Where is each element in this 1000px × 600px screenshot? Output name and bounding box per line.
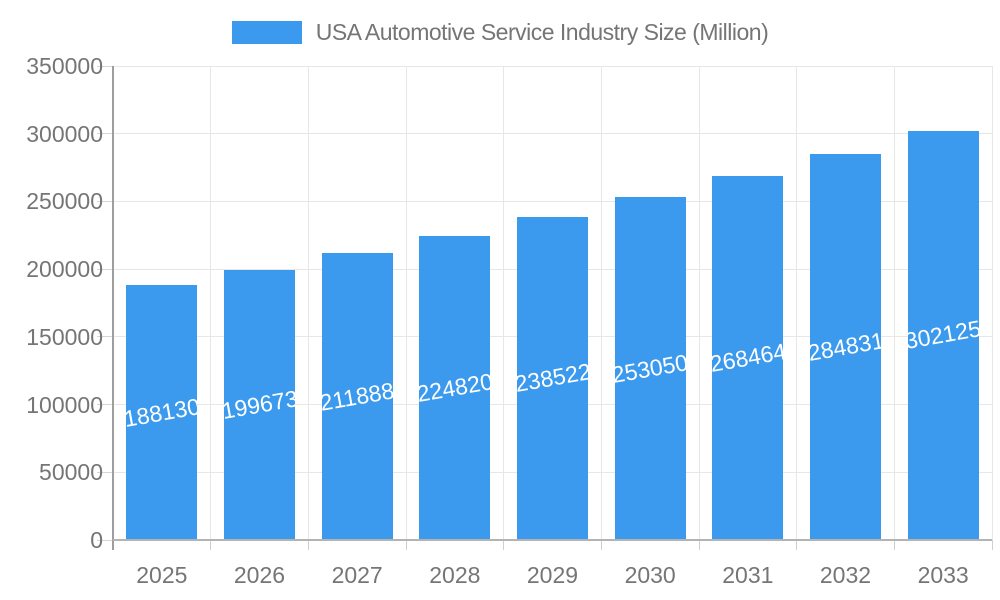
y-gridline xyxy=(113,133,992,135)
y-axis-label: 150000 xyxy=(26,323,103,350)
bar-2031[interactable]: 268464 xyxy=(712,176,784,540)
bar-2032[interactable]: 284831 xyxy=(810,154,881,540)
x-axis-label: 2027 xyxy=(331,562,383,588)
x-gridline xyxy=(698,66,700,540)
y-axis-line xyxy=(112,66,114,550)
bar-value-label: 253050 xyxy=(614,348,686,388)
bar-value-label: 302125 xyxy=(907,315,979,355)
y-axis-tick xyxy=(97,471,113,473)
bar-value-label: 284831 xyxy=(810,327,881,367)
x-axis-label: 2033 xyxy=(917,562,969,588)
x-axis-tick xyxy=(991,540,993,550)
x-gridline xyxy=(503,66,505,540)
y-axis-label: 250000 xyxy=(26,188,103,215)
y-axis-label: 200000 xyxy=(26,256,103,283)
bar-value-label: 268464 xyxy=(712,338,784,378)
x-gridline xyxy=(307,66,309,540)
chart-legend[interactable]: USA Automotive Service Industry Size (Mi… xyxy=(0,19,1000,46)
y-axis-tick xyxy=(97,133,113,135)
x-axis-label: 2031 xyxy=(722,562,774,588)
y-axis-tick xyxy=(97,268,113,270)
x-gridline xyxy=(600,66,602,540)
bar-value-label: 188130 xyxy=(126,392,198,432)
y-axis-label: 0 xyxy=(90,527,103,553)
bar-value-label: 211888 xyxy=(321,376,393,416)
x-axis-tick xyxy=(210,540,212,550)
y-axis-tick xyxy=(97,404,113,406)
y-gridline xyxy=(113,65,992,67)
x-gridline xyxy=(210,66,212,540)
x-axis-tick xyxy=(503,540,505,550)
x-gridline xyxy=(796,66,798,540)
y-axis-label: 350000 xyxy=(26,53,103,79)
x-axis-tick xyxy=(893,540,895,550)
y-axis-tick xyxy=(97,539,113,541)
bar-2027[interactable]: 211888 xyxy=(321,253,393,540)
bar-2026[interactable]: 199673 xyxy=(224,269,295,540)
bar-2030[interactable]: 253050 xyxy=(614,197,686,540)
legend-label: USA Automotive Service Industry Size (Mi… xyxy=(315,19,769,45)
x-axis-label: 2025 xyxy=(136,562,188,588)
bar-2033[interactable]: 302125 xyxy=(907,130,979,540)
x-axis-label: 2029 xyxy=(526,562,579,588)
y-axis-label: 100000 xyxy=(26,391,103,418)
y-axis-label: 300000 xyxy=(26,120,103,147)
bar-2025[interactable]: 188130 xyxy=(126,285,198,540)
y-axis-label: 50000 xyxy=(39,459,103,486)
bar-2028[interactable]: 224820 xyxy=(419,235,491,540)
x-gridline xyxy=(405,66,407,540)
bar-value-label: 224820 xyxy=(419,367,491,407)
x-axis-tick xyxy=(796,540,798,550)
y-axis-tick xyxy=(97,336,113,338)
x-axis-baseline xyxy=(113,539,992,541)
x-axis-tick xyxy=(405,540,407,550)
x-gridline xyxy=(893,66,895,540)
x-axis-tick xyxy=(698,540,700,550)
bar-2029[interactable]: 238522 xyxy=(517,216,588,540)
x-gridline xyxy=(991,66,993,540)
y-axis-tick xyxy=(97,65,113,67)
legend-swatch xyxy=(231,21,302,44)
x-axis-tick xyxy=(600,540,602,550)
x-axis-label: 2028 xyxy=(429,562,481,588)
bar-value-label: 199673 xyxy=(224,384,295,424)
x-axis-tick xyxy=(307,540,309,550)
x-axis-label: 2030 xyxy=(624,562,676,588)
x-axis-label: 2026 xyxy=(233,562,286,588)
y-axis-tick xyxy=(97,200,113,202)
x-axis-label: 2032 xyxy=(819,562,872,588)
y-gridline xyxy=(113,200,992,202)
bar-value-label: 238522 xyxy=(517,358,588,398)
